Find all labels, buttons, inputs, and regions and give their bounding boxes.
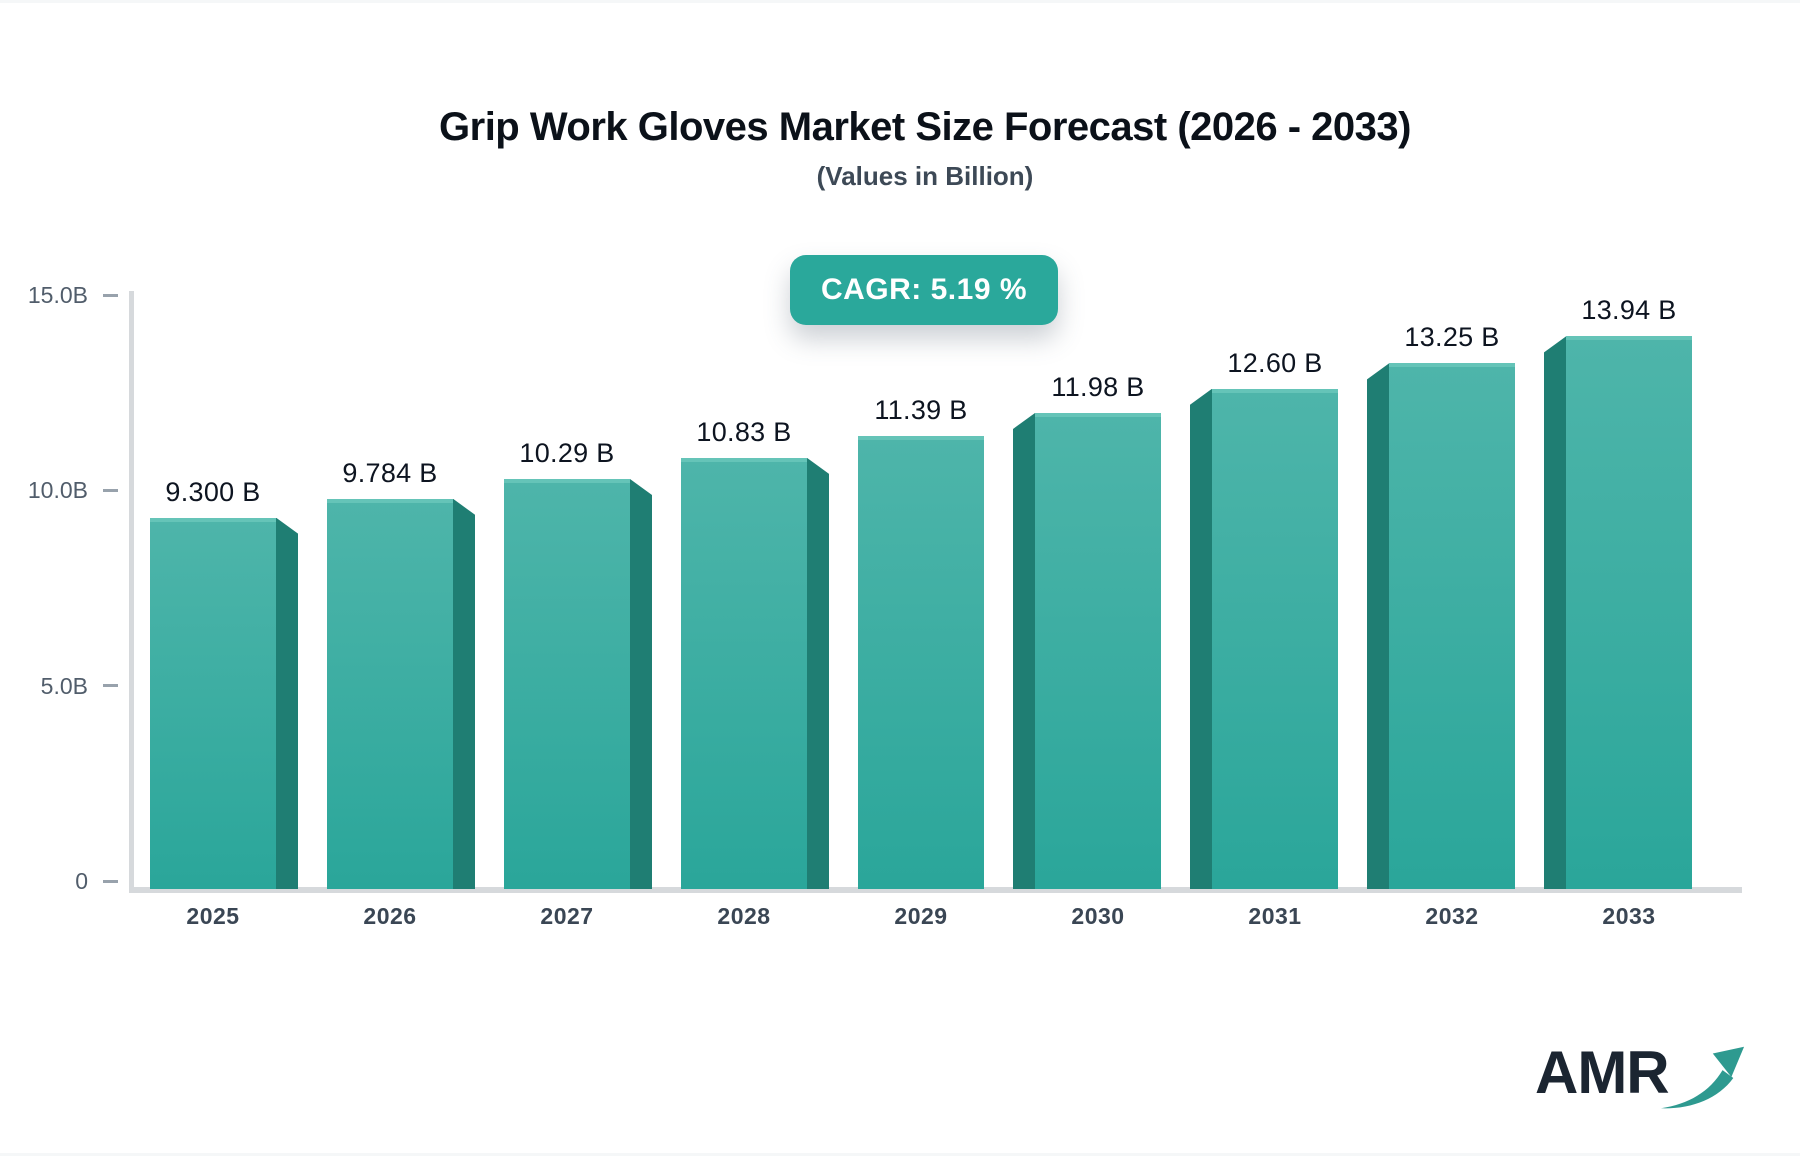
bar-value-label: 12.60 B [1227, 347, 1323, 378]
x-axis-tick-label: 2032 [1425, 903, 1479, 929]
bar-face [681, 457, 807, 889]
bar-top-highlight [1212, 388, 1338, 393]
x-axis-tick-label: 2029 [894, 903, 948, 929]
bar-face [504, 479, 630, 889]
bar-side-3d [807, 457, 829, 889]
x-axis-tick-label: 2030 [1071, 903, 1125, 929]
bar-top-highlight [858, 436, 984, 441]
bar-value-label: 9.300 B [165, 476, 261, 507]
amr-logo-text: AMR [1535, 1039, 1670, 1106]
bar-group-2033 [1544, 336, 1692, 889]
x-axis-tick-label: 2026 [363, 903, 417, 929]
bar-group-2025 [150, 517, 298, 889]
x-axis-tick-label: 2027 [540, 903, 594, 929]
bar-top-highlight [1035, 412, 1161, 417]
cagr-badge-label: CAGR: 5.19 % [820, 273, 1028, 306]
bar-group-2032 [1367, 363, 1515, 889]
bar-face [1035, 412, 1161, 889]
y-axis-tick-mark [103, 293, 118, 297]
bar-group-2029 [858, 436, 984, 889]
bar-value-label: 9.784 B [342, 457, 438, 488]
bar-side-3d [1544, 336, 1566, 889]
bar-face [150, 517, 276, 889]
bar-face [327, 498, 453, 889]
bar-value-label: 10.83 B [696, 416, 792, 447]
bar-face [1566, 336, 1692, 889]
y-axis-tick-mark [103, 488, 118, 492]
x-axis-tick-label: 2028 [717, 903, 771, 929]
bar-top-highlight [681, 457, 807, 462]
bar-side-3d [630, 479, 652, 889]
y-axis-line [129, 291, 134, 893]
x-axis-tick-label: 2031 [1248, 903, 1302, 929]
y-axis-tick-label: 15.0B [27, 282, 88, 308]
bar-side-3d [1367, 363, 1389, 889]
bar-value-label: 13.25 B [1404, 322, 1500, 353]
y-axis-tick-mark [103, 684, 118, 688]
bar-group-2028 [681, 457, 829, 889]
bar-value-label: 13.94 B [1581, 295, 1677, 326]
bar-side-3d [1190, 388, 1212, 889]
bar-value-label: 10.29 B [519, 438, 615, 468]
y-axis-tick-label: 10.0B [27, 477, 88, 504]
y-axis-tick-label: 5.0B [40, 672, 88, 699]
bar-side-3d [276, 517, 298, 889]
bar-group-2026 [327, 498, 475, 889]
x-axis-tick-label: 2033 [1602, 903, 1656, 929]
growth-arrow-icon [1660, 1046, 1744, 1109]
bar-group-2027 [504, 479, 652, 889]
y-axis-tick-label: 0 [75, 868, 88, 894]
bar-top-highlight [327, 498, 453, 503]
bar-value-label: 11.39 B [874, 395, 968, 426]
bar-face [858, 436, 984, 889]
x-axis-tick-label: 2025 [186, 903, 240, 929]
bar-side-3d [1013, 412, 1035, 889]
bar-top-highlight [150, 517, 276, 522]
bar-chart: 15.0B 10.0B 5.0B 0 9.300 B 2025 9.784 B 2026 10.… [0, 3, 1800, 1153]
bar-group-2031 [1190, 388, 1338, 889]
amr-logo: AMR [1535, 1041, 1747, 1121]
x-axis-line [129, 887, 1742, 893]
bar-group-2030 [1013, 412, 1161, 889]
y-axis-tick-mark [103, 879, 118, 883]
bar-value-label: 11.98 B [1051, 371, 1145, 402]
bar-top-highlight [504, 479, 630, 483]
chart-subtitle: (Values in Billion) [816, 161, 1034, 191]
bar-top-highlight [1566, 336, 1692, 341]
bar-top-highlight [1389, 363, 1515, 368]
chart-title: Grip Work Gloves Market Size Forecast (2… [439, 105, 1411, 149]
bar-side-3d [453, 498, 475, 889]
cagr-badge: CAGR: 5.19 % [790, 255, 1058, 325]
bar-face [1212, 388, 1338, 889]
bar-face [1389, 363, 1515, 889]
